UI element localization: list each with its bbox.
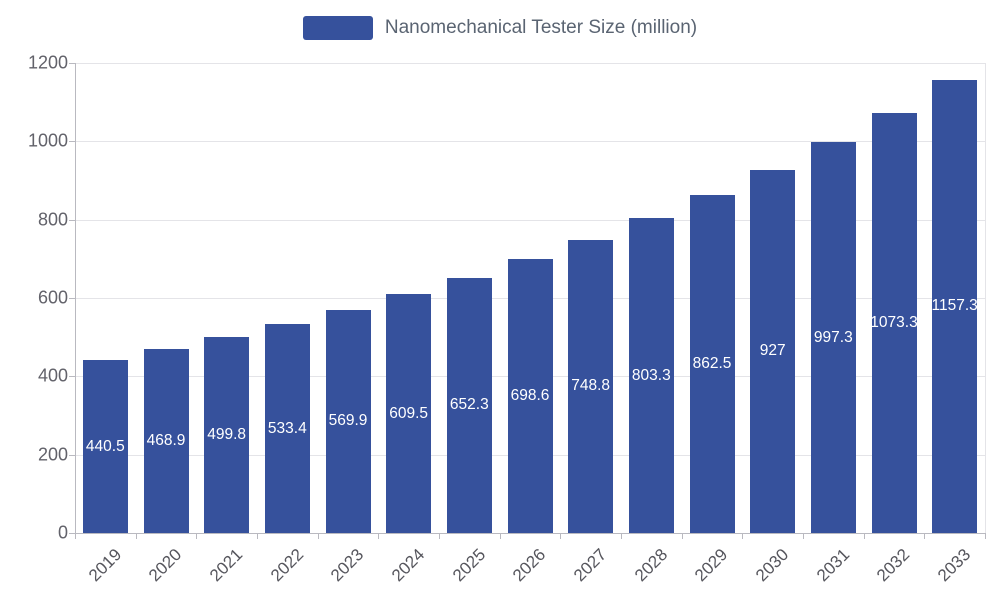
x-axis-category-label: 2022 [266, 545, 307, 586]
x-axis-tick-mark [196, 533, 198, 539]
bar-value-label: 1073.3 [870, 313, 918, 331]
bar[interactable]: 1073.3 [870, 112, 918, 533]
bar[interactable]: 609.5 [386, 294, 432, 533]
bar[interactable]: 468.9 [143, 349, 189, 533]
gridline [75, 63, 985, 64]
bar-value-label: 698.6 [510, 387, 550, 405]
y-axis-tick-mark [69, 376, 75, 378]
y-axis-tick-label: 0 [57, 522, 68, 543]
x-axis-tick-mark [985, 533, 986, 539]
bar-value-label: 1157.3 [931, 297, 978, 315]
bar-value-label: 609.5 [389, 404, 429, 422]
x-axis-category-label: 2032 [873, 545, 914, 586]
y-axis-line [75, 63, 76, 533]
x-axis-tick-mark [75, 533, 76, 539]
right-border-line [985, 63, 986, 533]
x-axis-category-label: 2030 [751, 545, 793, 586]
x-axis-tick-mark [499, 533, 501, 539]
x-axis-category-label: 2026 [509, 545, 550, 586]
x-axis-category-label: 2031 [812, 545, 853, 586]
x-axis-category-label: 2028 [630, 545, 671, 586]
bar[interactable]: 569.9 [325, 309, 371, 533]
bar[interactable]: 862.5 [689, 195, 735, 533]
y-axis-tick-mark [69, 533, 75, 534]
y-axis-tick-mark [69, 454, 75, 456]
bar[interactable]: 533.4 [264, 324, 310, 533]
bar-value-label: 499.8 [207, 426, 247, 444]
bar[interactable]: 440.5 [82, 360, 128, 533]
x-axis-tick-mark [257, 533, 258, 539]
bar[interactable]: 698.6 [507, 259, 553, 533]
x-axis-category-label: 2023 [327, 545, 368, 586]
bar[interactable]: 997.3 [810, 142, 856, 533]
bar[interactable]: 499.8 [204, 337, 250, 533]
x-axis-tick-mark [378, 533, 380, 539]
legend-item[interactable]: Nanomechanical Tester Size (million) [0, 16, 1000, 40]
x-axis-tick-mark [439, 533, 440, 539]
y-axis-tick-label: 200 [37, 444, 68, 465]
bar[interactable]: 1157.3 [931, 79, 978, 533]
x-axis-category-label: 2025 [448, 545, 489, 586]
x-axis-tick-mark [135, 533, 137, 539]
y-axis-tick-mark [69, 298, 75, 299]
x-axis-category-label: 2021 [205, 545, 247, 586]
x-axis-category-label: 2029 [691, 545, 732, 586]
x-axis-tick-mark [742, 533, 744, 539]
y-axis-tick-label: 1200 [27, 52, 68, 73]
bar[interactable]: 652.3 [446, 277, 492, 533]
x-axis-tick-mark [681, 533, 683, 539]
x-axis-category-label: 2020 [145, 545, 186, 586]
x-axis-tick-mark [317, 533, 319, 539]
bar-value-label: 569.9 [328, 412, 368, 430]
y-axis-tick-label: 600 [37, 287, 68, 308]
x-axis-category-label: 2024 [387, 545, 429, 586]
y-axis-tick-mark [69, 141, 75, 143]
gridline [75, 533, 985, 534]
bar-value-label: 652.3 [449, 396, 489, 414]
x-axis-tick-mark [924, 533, 926, 539]
y-axis-tick-mark [69, 219, 75, 221]
x-axis-tick-mark [863, 533, 865, 539]
x-axis-category-label: 2027 [569, 545, 611, 586]
legend-marker [302, 16, 373, 40]
y-axis-tick-label: 1000 [27, 130, 68, 151]
legend-label: Nanomechanical Tester Size (million) [384, 17, 698, 38]
bar[interactable]: 927 [750, 169, 796, 533]
x-axis-category-label: 2019 [84, 545, 125, 586]
bar[interactable]: 803.3 [628, 218, 674, 533]
gridline [75, 219, 985, 221]
bar-value-label: 997.3 [813, 328, 853, 346]
bar-value-label: 927 [759, 342, 786, 360]
bar[interactable]: 748.8 [568, 239, 614, 533]
x-axis-category-label: 2033 [933, 545, 975, 586]
x-axis-tick-mark [621, 533, 622, 539]
bar-value-label: 533.4 [267, 419, 307, 437]
bar-value-label: 748.8 [571, 377, 611, 395]
x-axis-tick-mark [560, 533, 562, 539]
y-axis-tick-label: 400 [37, 365, 68, 386]
bar-value-label: 468.9 [146, 432, 186, 450]
y-axis-tick-label: 800 [37, 209, 68, 230]
gridline [75, 141, 985, 143]
y-axis-tick-mark [69, 63, 75, 64]
bar-value-label: 440.5 [85, 437, 125, 455]
x-axis-tick-mark [803, 533, 804, 539]
bar-value-label: 803.3 [631, 366, 671, 384]
bar-value-label: 862.5 [692, 355, 732, 373]
